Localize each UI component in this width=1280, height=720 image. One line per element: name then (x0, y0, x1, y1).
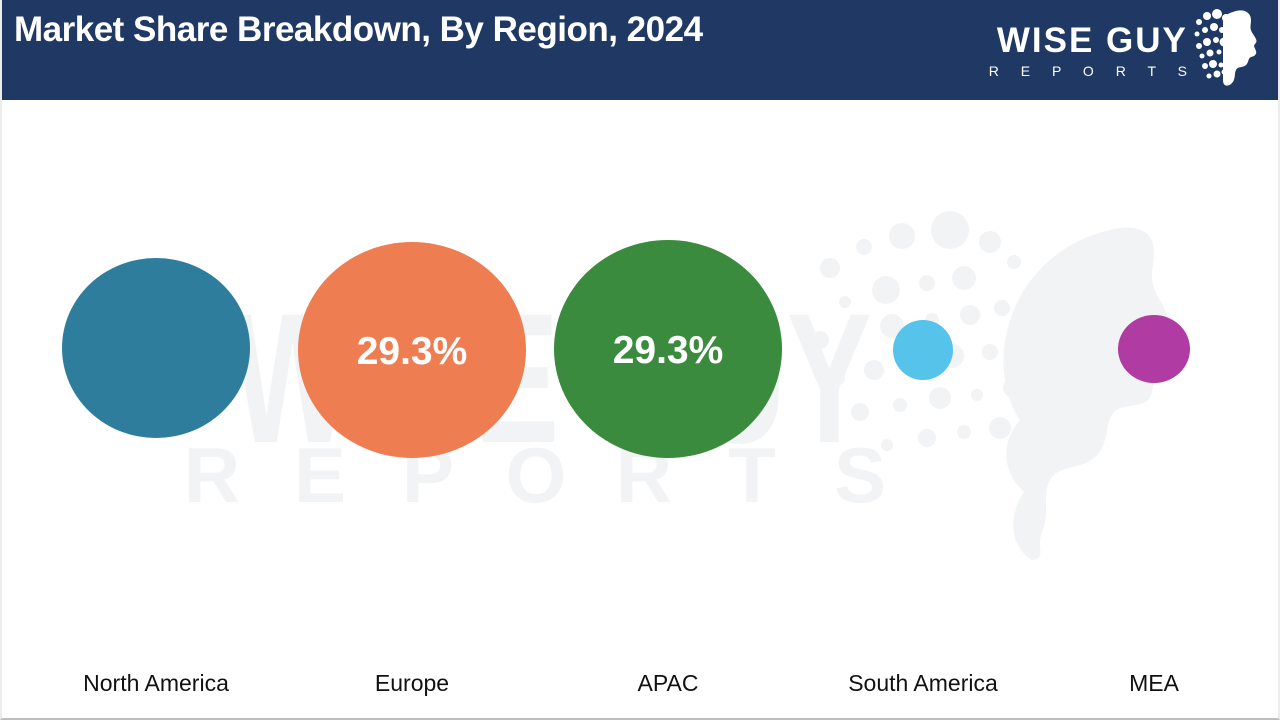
bubble-north-america[interactable] (62, 258, 250, 438)
bubble-apac[interactable] (554, 240, 782, 458)
header-bar: Market Share Breakdown, By Region, 2024 … (2, 0, 1278, 100)
watermark-letter: T (728, 431, 776, 519)
watermark-head-profile (811, 211, 1174, 560)
bubble-value-label-apac: 29.3% (613, 329, 724, 372)
bubble-mea[interactable] (1118, 315, 1190, 383)
bubble-europe[interactable] (298, 242, 526, 458)
page-title: Market Share Breakdown, By Region, 2024 (14, 10, 703, 49)
watermark-letter: S (834, 431, 886, 519)
dotted-head-profile-icon (1194, 9, 1257, 86)
watermark-letter: E (294, 431, 346, 519)
logo-wordmark: WISE GUY (996, 21, 1188, 60)
watermark-letter: R (184, 431, 240, 519)
bubble-series: 29.3% 29.3% (62, 240, 1190, 458)
logo-text: WISE GUY R E P O R T S (989, 21, 1196, 79)
wise-guy-logo: WISE GUY R E P O R T S (989, 8, 1260, 92)
bubble-south-america[interactable] (893, 320, 953, 380)
watermark-letter: O (506, 431, 567, 519)
logo-subtitle: R E P O R T S (988, 63, 1196, 79)
bubble-value-label-europe: 29.3% (357, 330, 468, 373)
